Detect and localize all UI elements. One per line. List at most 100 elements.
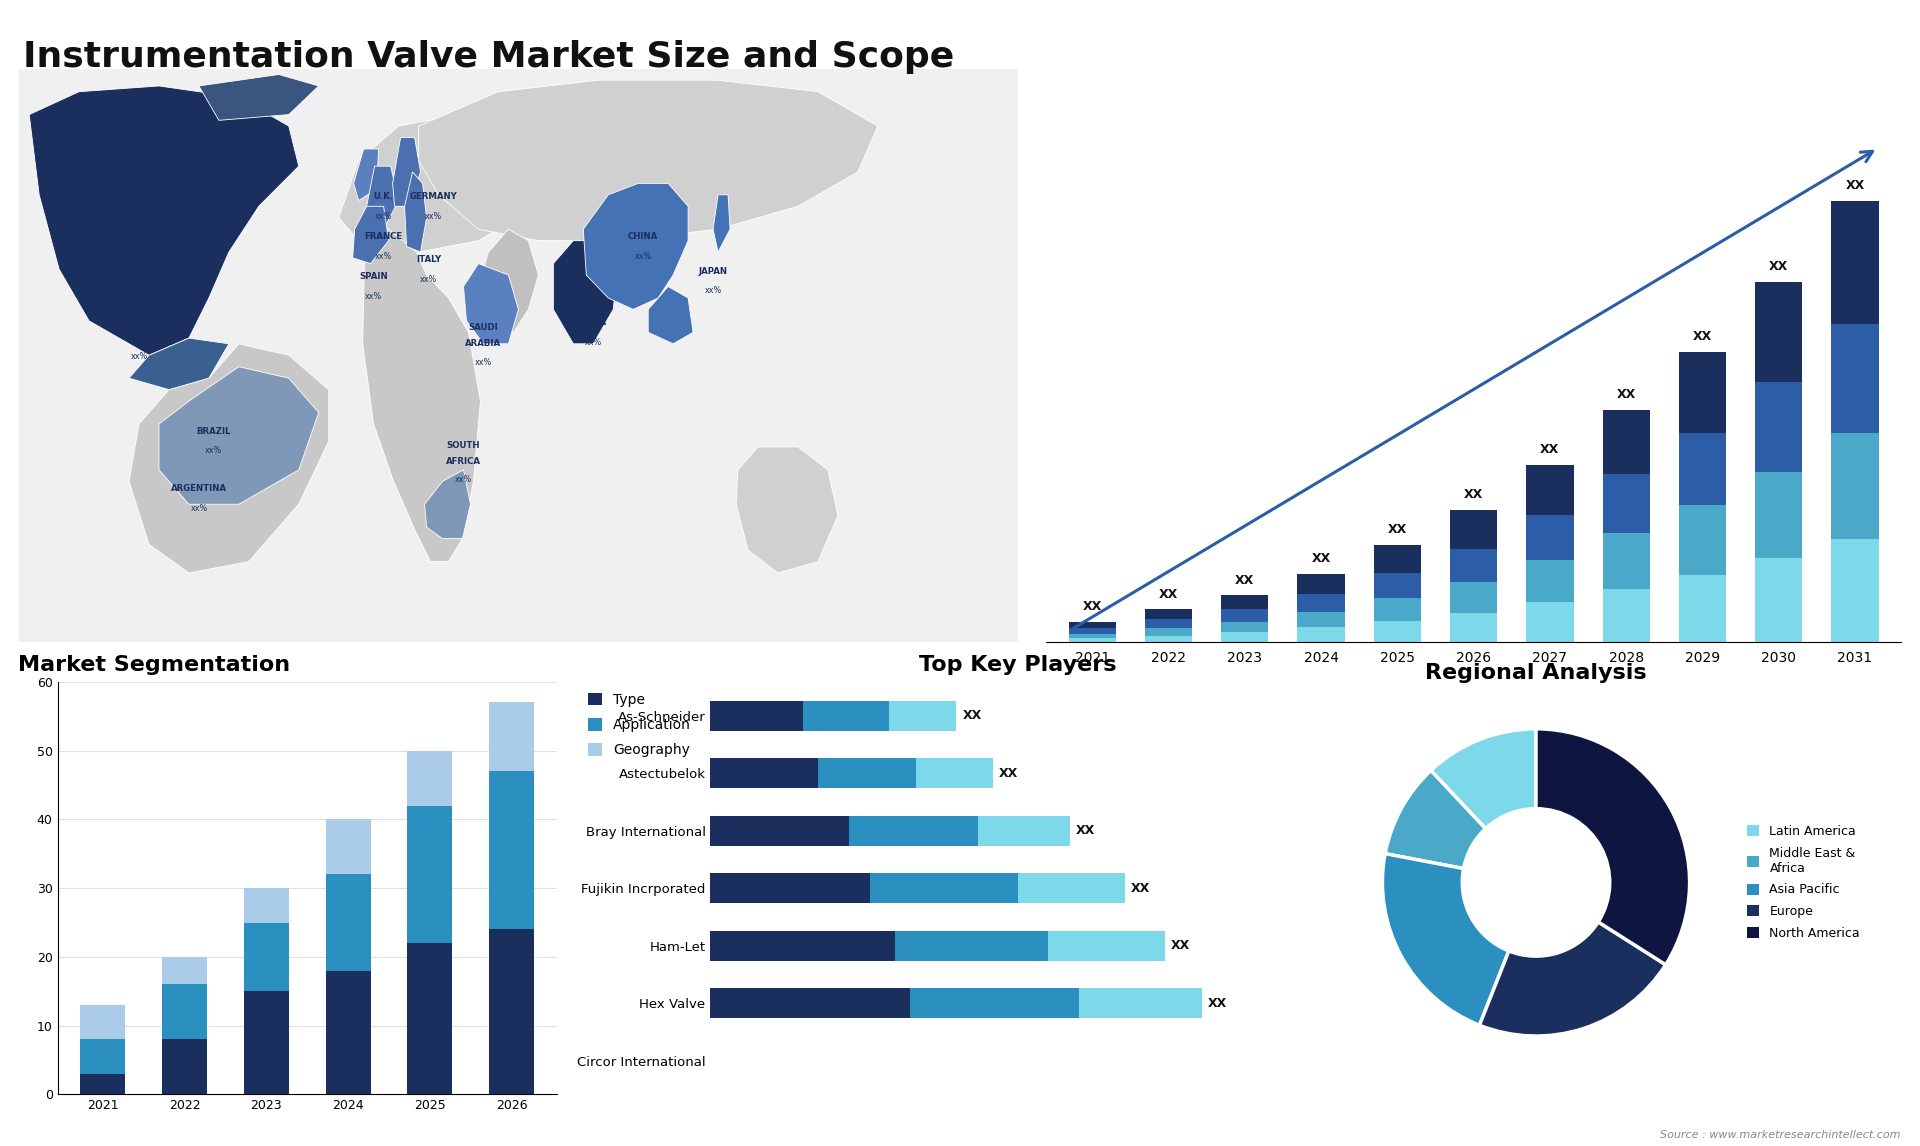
Polygon shape: [367, 166, 399, 229]
Text: XX: XX: [1083, 599, 1102, 613]
Bar: [326, 971, 371, 1094]
Text: xx%: xx%: [474, 358, 492, 367]
Bar: [710, 931, 895, 960]
Bar: [1221, 610, 1269, 621]
Polygon shape: [584, 183, 687, 309]
Bar: [1373, 620, 1421, 642]
Bar: [244, 991, 288, 1094]
Text: CHINA: CHINA: [628, 233, 659, 241]
Text: xx%: xx%: [374, 212, 392, 220]
Bar: [1221, 596, 1269, 610]
Text: xx%: xx%: [100, 283, 117, 292]
Bar: [1526, 515, 1574, 559]
Bar: [1048, 931, 1165, 960]
Text: SAUDI: SAUDI: [468, 323, 499, 332]
Bar: [81, 1005, 125, 1039]
Bar: [326, 819, 371, 874]
Text: ARABIA: ARABIA: [465, 339, 501, 348]
Bar: [1832, 539, 1878, 642]
Bar: [1755, 282, 1803, 383]
Polygon shape: [463, 264, 518, 344]
Polygon shape: [424, 470, 470, 539]
Bar: [1450, 549, 1498, 582]
Text: XX: XX: [1075, 824, 1094, 837]
Bar: [1603, 589, 1649, 642]
Bar: [1221, 633, 1269, 642]
Bar: [889, 700, 956, 730]
Text: ITALY: ITALY: [417, 256, 442, 264]
Bar: [1603, 533, 1649, 589]
Bar: [326, 874, 371, 971]
Text: xx%: xx%: [455, 476, 472, 484]
Bar: [818, 759, 916, 788]
Bar: [1373, 545, 1421, 573]
Text: xx%: xx%: [146, 218, 163, 226]
Bar: [1373, 598, 1421, 620]
Polygon shape: [29, 86, 300, 355]
Bar: [1018, 873, 1125, 903]
Polygon shape: [553, 241, 618, 344]
Polygon shape: [129, 344, 328, 573]
Bar: [1298, 627, 1344, 642]
Text: XX: XX: [1693, 330, 1713, 343]
Text: FRANCE: FRANCE: [365, 233, 403, 241]
Text: XX: XX: [1388, 524, 1407, 536]
Bar: [1069, 628, 1116, 634]
Wedge shape: [1536, 729, 1690, 965]
Text: XX: XX: [962, 709, 981, 722]
Bar: [1603, 410, 1649, 474]
Polygon shape: [159, 367, 319, 504]
Bar: [1678, 575, 1726, 642]
Polygon shape: [419, 80, 877, 241]
Text: XX: XX: [1208, 997, 1227, 1010]
Bar: [81, 1074, 125, 1094]
Bar: [870, 873, 1018, 903]
Polygon shape: [338, 115, 538, 252]
Text: MEXICO: MEXICO: [121, 332, 157, 342]
Text: CANADA: CANADA: [134, 198, 175, 206]
Text: XX: XX: [1540, 444, 1559, 456]
Bar: [161, 984, 207, 1039]
Text: XX: XX: [1131, 881, 1150, 895]
Bar: [1298, 612, 1344, 627]
Bar: [161, 957, 207, 984]
Bar: [1832, 201, 1878, 323]
Bar: [910, 988, 1079, 1018]
Bar: [1832, 432, 1878, 539]
Bar: [1678, 432, 1726, 505]
Bar: [1079, 988, 1202, 1018]
Text: INDIA: INDIA: [580, 319, 607, 327]
Polygon shape: [1663, 36, 1828, 110]
Text: XX: XX: [1463, 488, 1484, 501]
Text: XX: XX: [1617, 388, 1636, 401]
Polygon shape: [363, 229, 480, 562]
Polygon shape: [392, 138, 420, 206]
Text: XX: XX: [1311, 552, 1331, 565]
Bar: [1144, 628, 1192, 636]
Text: XX: XX: [998, 767, 1018, 779]
Bar: [244, 888, 288, 923]
Bar: [1144, 620, 1192, 628]
Bar: [710, 816, 849, 846]
Bar: [710, 873, 870, 903]
Bar: [1221, 621, 1269, 633]
Bar: [407, 751, 453, 806]
Wedge shape: [1384, 770, 1486, 869]
Title: Top Key Players: Top Key Players: [920, 654, 1116, 675]
Polygon shape: [200, 74, 319, 120]
Bar: [895, 931, 1048, 960]
Text: XX: XX: [1171, 940, 1190, 952]
Text: xx%: xx%: [131, 352, 148, 361]
Text: AFRICA: AFRICA: [445, 457, 482, 465]
Polygon shape: [712, 195, 730, 252]
Bar: [1450, 510, 1498, 549]
Bar: [916, 759, 993, 788]
Bar: [490, 771, 534, 929]
Bar: [1755, 558, 1803, 642]
Bar: [1678, 505, 1726, 575]
Bar: [1144, 610, 1192, 620]
Bar: [803, 700, 889, 730]
Bar: [1755, 383, 1803, 472]
Polygon shape: [405, 172, 426, 252]
Bar: [161, 1039, 207, 1094]
